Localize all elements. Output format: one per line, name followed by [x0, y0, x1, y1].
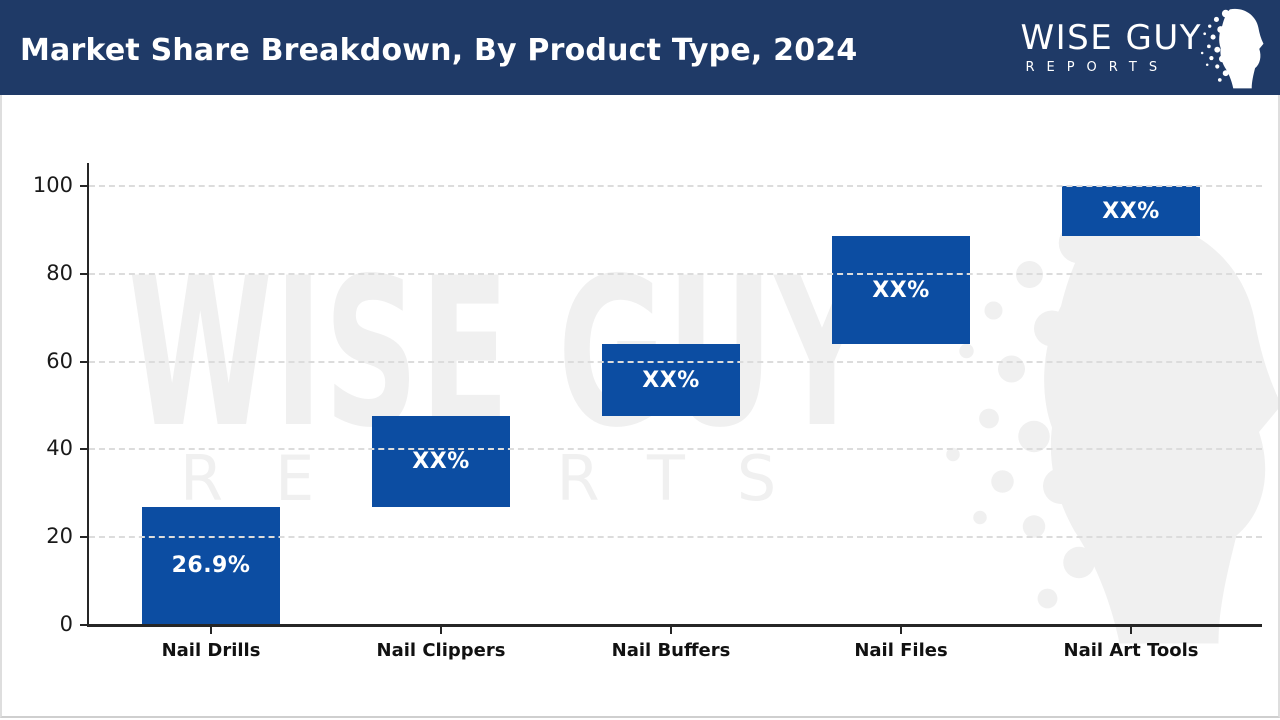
y-tick	[80, 536, 89, 539]
x-tick	[1130, 627, 1132, 634]
x-axis	[87, 624, 1262, 627]
x-tick	[440, 627, 442, 634]
x-tick	[900, 627, 902, 634]
bar-value-label: 26.9%	[171, 553, 251, 579]
y-tick	[80, 185, 89, 187]
x-tick-label: Nail Art Tools	[1063, 640, 1199, 661]
bar: XX%	[1062, 186, 1200, 237]
y-tick-label: 80	[46, 260, 73, 285]
logo-brand-text: WISE GUY	[1020, 18, 1202, 59]
x-tick-label: Nail Buffers	[611, 640, 731, 661]
y-tick-label: 60	[46, 348, 73, 373]
x-tick-label: Nail Files	[854, 640, 948, 661]
bar: XX%	[372, 416, 510, 507]
x-tick-label: Nail Clippers	[376, 640, 506, 661]
chart-title: Market Share Breakdown, By Product Type,…	[20, 33, 858, 68]
bar-value-label: XX%	[1102, 198, 1160, 224]
header-bar: Market Share Breakdown, By Product Type,…	[0, 0, 1280, 95]
bar: XX%	[602, 344, 740, 417]
gridline	[89, 448, 1262, 451]
y-tick	[80, 624, 89, 626]
x-tick	[670, 627, 672, 634]
logo-text: WISE GUY REPORTS	[1020, 18, 1202, 75]
bar-value-label: XX%	[872, 277, 930, 303]
y-axis	[87, 163, 89, 627]
wise-guy-reports-logo: WISE GUY REPORTS	[1020, 4, 1272, 92]
y-tick-label: 100	[32, 173, 73, 197]
x-tick-label: Nail Drills	[161, 640, 261, 661]
bar: XX%	[832, 236, 970, 345]
gridline	[89, 536, 1262, 539]
logo-face-icon	[1176, 6, 1272, 90]
x-tick	[210, 627, 212, 634]
logo-reports-text: REPORTS	[1025, 59, 1170, 75]
bar-value-label: XX%	[412, 449, 470, 475]
gridline	[89, 272, 1262, 275]
y-tick-label: 20	[46, 524, 73, 549]
y-tick	[80, 360, 89, 363]
page-border	[0, 95, 1280, 718]
y-tick	[80, 448, 89, 451]
y-tick-label: 0	[59, 612, 73, 636]
y-tick	[80, 272, 89, 275]
gridline	[89, 185, 1262, 187]
bar-value-label: XX%	[642, 367, 700, 393]
y-tick-label: 40	[46, 436, 73, 461]
gridline	[89, 360, 1262, 363]
bar: 26.9%	[142, 506, 280, 625]
